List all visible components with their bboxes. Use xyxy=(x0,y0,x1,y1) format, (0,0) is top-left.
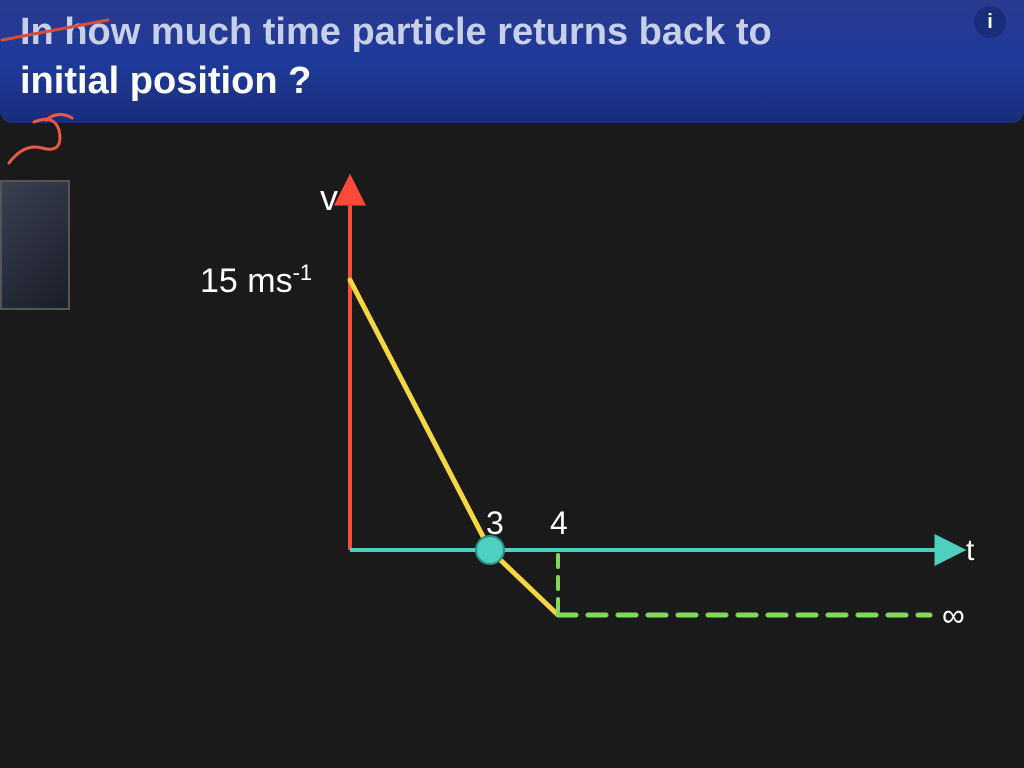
velocity-line xyxy=(350,280,558,615)
chart-svg: v t 15 ms-1 ∞ 3 4 xyxy=(160,160,980,720)
question-text: In how much time particle returns back t… xyxy=(20,8,1004,107)
y-tick-label: 15 ms-1 xyxy=(200,260,312,301)
x-tick-4: 4 xyxy=(550,505,568,541)
background-photo-frame xyxy=(0,180,70,310)
info-icon[interactable]: i xyxy=(974,6,1006,38)
velocity-time-chart: v t 15 ms-1 ∞ 3 4 xyxy=(160,160,980,720)
question-line-1: In how much time particle returns back t… xyxy=(20,11,772,53)
x-axis-label: t xyxy=(966,534,975,567)
x-tick-3: 3 xyxy=(486,505,504,541)
infinity-label: ∞ xyxy=(942,597,965,633)
question-line-2: initial position ? xyxy=(20,60,311,102)
y-axis-label: v xyxy=(320,177,338,218)
question-banner: i In how much time particle returns back… xyxy=(0,0,1024,123)
